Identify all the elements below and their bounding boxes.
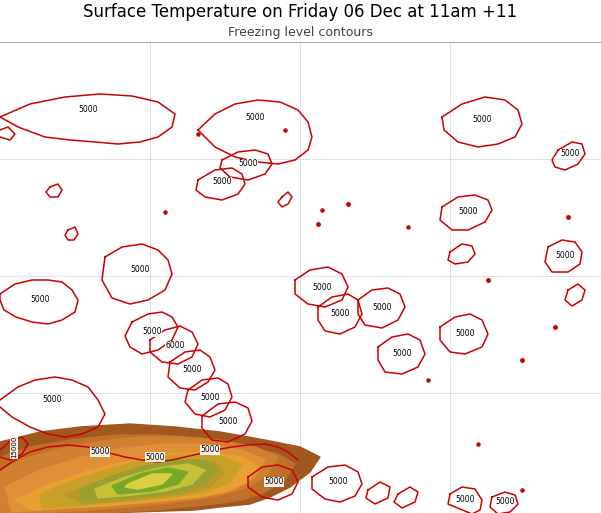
Polygon shape xyxy=(125,474,172,489)
Text: 5000: 5000 xyxy=(458,207,478,216)
Text: 5000: 5000 xyxy=(30,295,50,305)
Text: 5000: 5000 xyxy=(245,112,265,122)
Text: 5000: 5000 xyxy=(182,365,202,374)
Text: 5000: 5000 xyxy=(313,283,332,291)
Text: 5000: 5000 xyxy=(42,396,62,404)
Text: 6000: 6000 xyxy=(165,342,185,350)
Text: Surface Temperature on Friday 06 Dec at 11am +11: Surface Temperature on Friday 06 Dec at … xyxy=(84,3,517,21)
Polygon shape xyxy=(0,437,278,513)
Text: 5000: 5000 xyxy=(455,496,475,504)
Text: 15000: 15000 xyxy=(11,436,17,458)
Text: 5000: 5000 xyxy=(90,447,110,457)
Text: 5000: 5000 xyxy=(472,115,492,125)
Text: 5000: 5000 xyxy=(560,149,580,159)
Text: 5000: 5000 xyxy=(145,452,165,462)
Text: 5000: 5000 xyxy=(264,478,284,486)
Polygon shape xyxy=(112,468,188,494)
Text: 5000: 5000 xyxy=(495,498,514,506)
Text: 5000: 5000 xyxy=(455,329,475,339)
Text: 5000: 5000 xyxy=(212,177,232,187)
Polygon shape xyxy=(40,454,242,508)
Text: Freezing level contours: Freezing level contours xyxy=(228,26,373,40)
Text: 5000: 5000 xyxy=(392,349,412,359)
Text: 5000: 5000 xyxy=(200,445,220,455)
Text: 5000: 5000 xyxy=(142,327,162,337)
Polygon shape xyxy=(65,460,225,504)
Polygon shape xyxy=(95,464,205,498)
Text: 5000: 5000 xyxy=(200,393,220,403)
Text: 5000: 5000 xyxy=(238,160,258,168)
Polygon shape xyxy=(15,452,258,510)
Text: 5000: 5000 xyxy=(331,309,350,319)
Polygon shape xyxy=(80,460,218,502)
Text: 5000: 5000 xyxy=(130,266,150,274)
Text: 5000: 5000 xyxy=(372,303,392,311)
Polygon shape xyxy=(0,424,320,513)
Text: 5000: 5000 xyxy=(328,478,348,486)
Text: 5000: 5000 xyxy=(78,106,98,114)
Text: 5000: 5000 xyxy=(555,251,575,261)
Polygon shape xyxy=(0,435,295,513)
Polygon shape xyxy=(5,444,265,512)
Text: 5000: 5000 xyxy=(218,418,238,426)
